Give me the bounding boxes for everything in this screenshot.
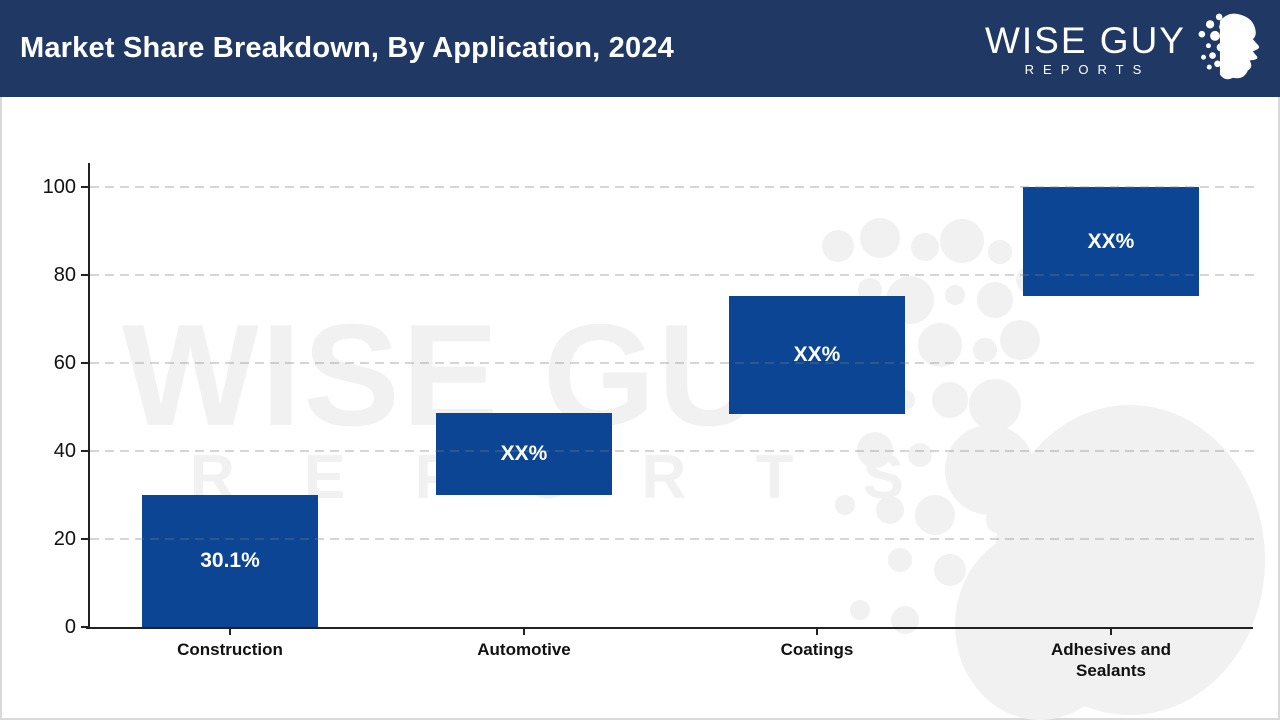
face-profile-icon <box>1198 13 1260 79</box>
header-bar: Market Share Breakdown, By Application, … <box>0 0 1280 97</box>
chart-canvas <box>0 97 1280 720</box>
brand-logo: WISE GUY REPORTS <box>985 6 1266 92</box>
brand-subtitle: REPORTS <box>1024 61 1151 77</box>
brand-wordmark: WISE GUY REPORTS <box>985 22 1186 76</box>
brand-name: WISE GUY <box>984 19 1186 61</box>
chart-title: Market Share Breakdown, By Application, … <box>20 32 674 64</box>
